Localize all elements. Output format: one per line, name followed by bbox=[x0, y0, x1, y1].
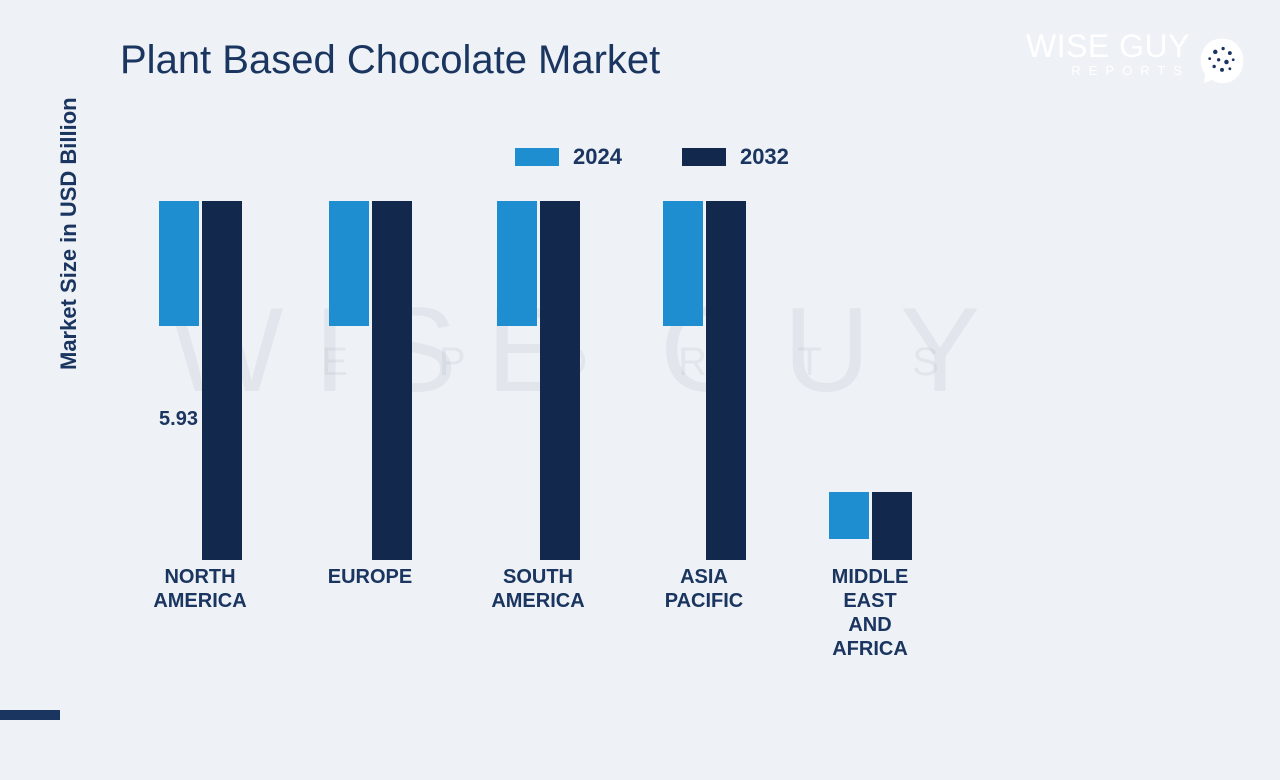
bar bbox=[202, 201, 242, 560]
bar-group bbox=[300, 201, 440, 560]
legend-item: 2024 bbox=[515, 144, 622, 170]
bar bbox=[829, 492, 869, 538]
bar-chart: 5.93 bbox=[120, 180, 960, 560]
bar bbox=[663, 201, 703, 326]
chart-title: Plant Based Chocolate Market bbox=[120, 38, 660, 83]
x-axis-labels: NORTHAMERICA EUROPE SOUTHAMERICA ASIAPACIFI… bbox=[120, 565, 960, 685]
bar bbox=[329, 201, 369, 326]
bar-group bbox=[468, 201, 608, 560]
x-axis-label: ASIAPACIFIC bbox=[634, 565, 774, 613]
legend-label-1: 2024 bbox=[573, 144, 622, 170]
bar-group bbox=[800, 492, 940, 560]
brand-line2: REPORTS bbox=[1026, 63, 1190, 78]
data-label: 5.93 bbox=[159, 408, 198, 431]
y-axis-label: Market Size in USD Billion bbox=[56, 97, 82, 370]
bar-group bbox=[634, 201, 774, 560]
legend-item: 2032 bbox=[682, 144, 789, 170]
brand-head-icon bbox=[1194, 34, 1250, 90]
bar-group bbox=[130, 201, 270, 560]
legend-label-2: 2032 bbox=[740, 144, 789, 170]
footer-accent bbox=[0, 710, 60, 720]
bar bbox=[540, 201, 580, 560]
legend-swatch-2 bbox=[682, 148, 726, 166]
bar bbox=[497, 201, 537, 326]
x-axis-label: SOUTHAMERICA bbox=[468, 565, 608, 613]
x-axis-label: EUROPE bbox=[300, 565, 440, 589]
bar bbox=[872, 492, 912, 560]
legend: 2024 2032 bbox=[515, 144, 789, 170]
bar bbox=[706, 201, 746, 560]
x-axis-label: NORTHAMERICA bbox=[130, 565, 270, 613]
x-axis-label: MIDDLEEASTANDAFRICA bbox=[800, 565, 940, 661]
brand-logo: WISE GUY REPORTS bbox=[1026, 28, 1250, 78]
bar bbox=[159, 201, 199, 326]
plot-area: 5.93 bbox=[120, 180, 960, 560]
bar bbox=[372, 201, 412, 560]
legend-swatch-1 bbox=[515, 148, 559, 166]
brand-line1: WISE GUY bbox=[1026, 28, 1190, 65]
